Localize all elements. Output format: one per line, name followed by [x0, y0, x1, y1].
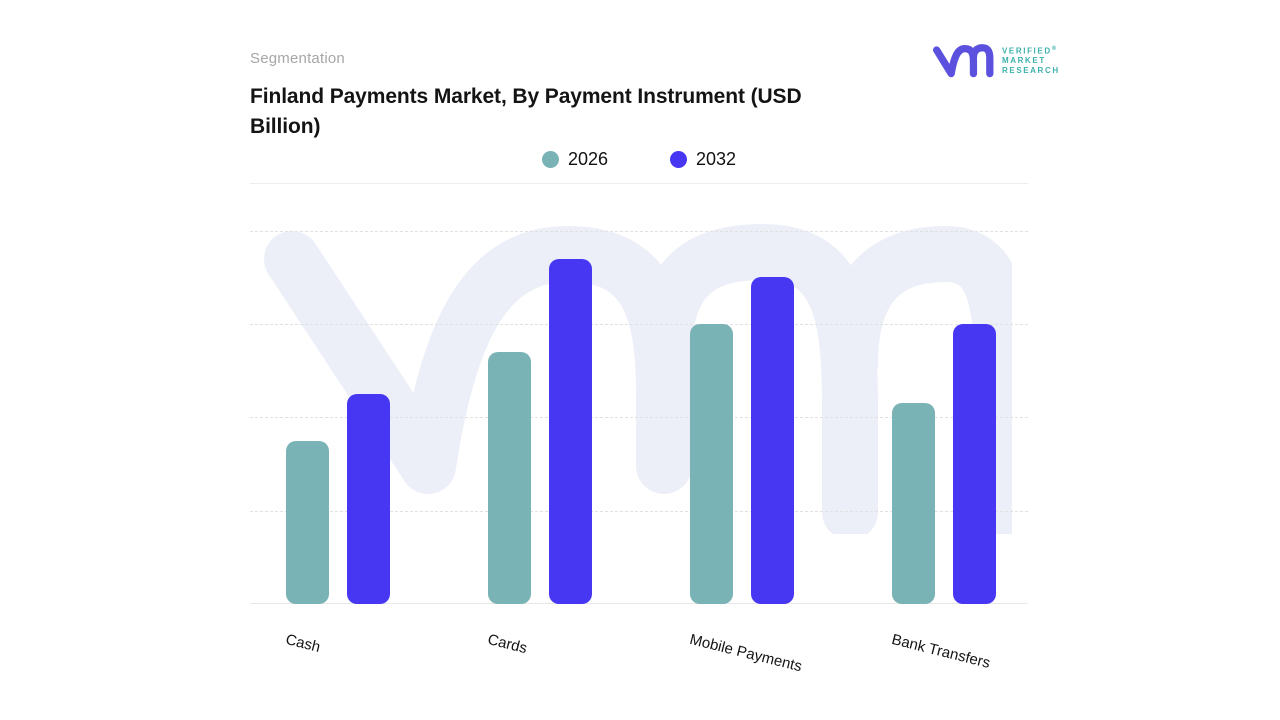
legend-item-2032[interactable]: 2032: [670, 149, 736, 170]
chart-title: Finland Payments Market, By Payment Inst…: [250, 85, 802, 138]
logo-line-verified: VERIFIED®: [1002, 45, 1057, 56]
bar-2032-cards[interactable]: [548, 259, 592, 604]
gridline: [250, 417, 1028, 419]
category-label-cards: Cards: [485, 631, 529, 658]
logo-line-market: MARKET: [1002, 56, 1046, 66]
bar-2032-bank-transfers[interactable]: [952, 324, 996, 604]
gridline: [250, 230, 1028, 232]
legend-dot-2032: [670, 151, 687, 168]
vmr-logo: VERIFIED® MARKET RESEARCH: [930, 40, 1060, 80]
vmr-logo-text: VERIFIED® MARKET RESEARCH: [1002, 44, 1060, 77]
legend-item-2026[interactable]: 2026: [541, 149, 608, 170]
x-axis-baseline: [250, 603, 1028, 604]
bar-2026-mobile-payments[interactable]: [689, 324, 733, 604]
legend-dot-2026: [541, 151, 559, 168]
category-label-bank-transfers: Bank Transfers: [889, 631, 992, 672]
bar-2026-cards[interactable]: [487, 352, 531, 604]
registered-mark: ®: [1051, 45, 1057, 52]
legend-label-2026: 2026: [567, 149, 608, 169]
bar-2026-bank-transfers[interactable]: [891, 403, 935, 604]
gridline: [250, 510, 1028, 512]
bar-2026-cash[interactable]: [285, 441, 329, 604]
category-label-cash: Cash: [283, 631, 322, 656]
gridline: [250, 324, 1028, 325]
plot-area: [250, 184, 1028, 604]
category-label-mobile-payments: Mobile Payments: [687, 631, 804, 676]
chart-legend: 2026 2032: [250, 149, 1028, 170]
legend-label-2032: 2032: [696, 149, 737, 169]
bar-2032-mobile-payments[interactable]: [750, 277, 794, 604]
segmentation-eyebrow: Segmentation: [250, 50, 345, 67]
logo-line-research: RESEARCH: [1002, 66, 1060, 76]
vmr-monogram-icon: [933, 44, 994, 78]
header-separator: [250, 183, 1028, 184]
bar-2032-cash[interactable]: [346, 394, 390, 604]
